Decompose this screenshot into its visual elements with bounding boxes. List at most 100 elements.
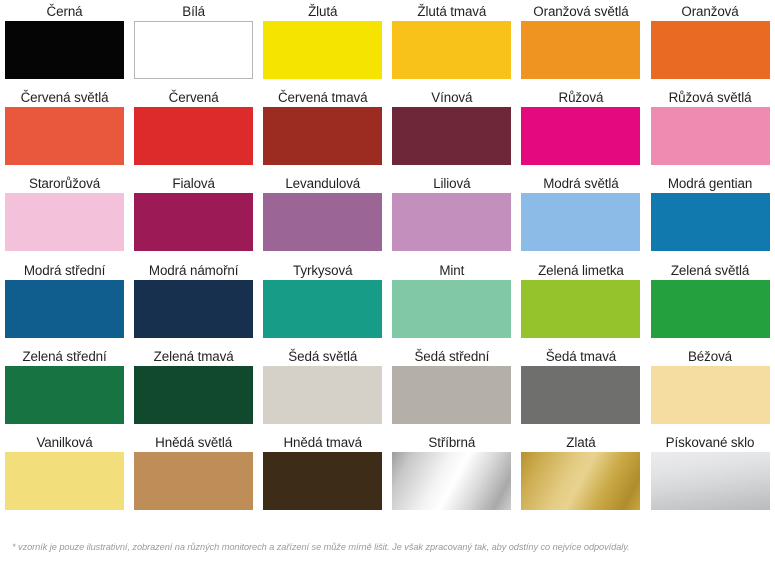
swatch-cell[interactable]: Oranžová xyxy=(645,3,774,89)
swatch-cell[interactable]: Žlutá xyxy=(258,3,387,89)
swatch-color-chip[interactable] xyxy=(392,107,512,166)
swatch-label: Levandulová xyxy=(285,176,361,192)
swatch-color-chip[interactable] xyxy=(134,451,254,510)
swatch-color-chip[interactable] xyxy=(521,193,641,252)
swatch-color-chip[interactable] xyxy=(521,21,641,79)
swatch-color-chip[interactable] xyxy=(650,365,770,424)
swatch-color-chip[interactable] xyxy=(5,21,125,79)
swatch-color-chip[interactable] xyxy=(5,193,125,252)
swatch-color-chip[interactable] xyxy=(134,193,254,252)
swatch-color-chip[interactable] xyxy=(134,107,254,166)
swatch-label: Tyrkysová xyxy=(293,262,353,278)
swatch-cell[interactable]: Starorůžová xyxy=(0,175,129,261)
swatch-color-chip[interactable] xyxy=(521,365,641,424)
swatch-cell[interactable]: Červená světlá xyxy=(0,89,129,175)
swatch-cell[interactable]: Zlatá xyxy=(516,434,645,520)
swatch-cell[interactable]: Červená xyxy=(129,89,258,175)
footnote-disclaimer: * vzorník je pouze ilustrativní, zobraze… xyxy=(12,542,630,552)
swatch-cell[interactable]: Žlutá tmavá xyxy=(387,3,516,89)
swatch-cell[interactable]: Fialová xyxy=(129,175,258,261)
swatch-color-chip[interactable] xyxy=(650,451,770,510)
swatch-color-chip[interactable] xyxy=(521,107,641,166)
swatch-cell[interactable]: Červená tmavá xyxy=(258,89,387,175)
swatch-label: Fialová xyxy=(172,176,215,192)
swatch-color-chip[interactable] xyxy=(263,365,383,424)
swatch-color-chip[interactable] xyxy=(5,365,125,424)
swatch-cell[interactable]: Modrá námořní xyxy=(129,262,258,348)
swatch-color-chip[interactable] xyxy=(392,193,512,252)
swatch-cell[interactable]: Růžová xyxy=(516,89,645,175)
swatch-label: Žlutá tmavá xyxy=(417,4,487,19)
swatch-color-chip[interactable] xyxy=(263,451,383,510)
swatch-color-chip[interactable] xyxy=(5,451,125,510)
swatch-label: Červená xyxy=(168,90,219,106)
swatch-label: Oranžová xyxy=(681,4,739,19)
swatch-color-chip[interactable] xyxy=(134,21,254,79)
swatch-cell[interactable]: Vínová xyxy=(387,89,516,175)
swatch-label: Bílá xyxy=(182,4,205,19)
swatch-cell[interactable]: Šedá světlá xyxy=(258,348,387,434)
swatch-label: Zelená střední xyxy=(22,348,107,364)
swatch-color-chip[interactable] xyxy=(392,365,512,424)
swatch-label: Modrá námořní xyxy=(148,262,239,278)
swatch-cell[interactable]: Béžová xyxy=(645,348,774,434)
swatch-label: Béžová xyxy=(687,348,733,364)
swatch-color-chip[interactable] xyxy=(5,107,125,166)
swatch-color-chip[interactable] xyxy=(521,451,641,510)
swatch-label: Starorůžová xyxy=(28,176,101,192)
swatch-label: Růžová světlá xyxy=(668,90,752,106)
swatch-color-chip[interactable] xyxy=(263,107,383,166)
swatch-color-chip[interactable] xyxy=(263,21,383,79)
swatch-label: Modrá střední xyxy=(23,262,106,278)
swatch-cell[interactable]: Mint xyxy=(387,262,516,348)
swatch-grid: Černá Bílá Žlutá Žlutá tmavá Oranžová světlá… xyxy=(0,3,774,520)
swatch-label: Červená světlá xyxy=(20,90,109,106)
swatch-color-chip[interactable] xyxy=(134,279,254,338)
swatch-color-chip[interactable] xyxy=(263,193,383,252)
swatch-cell[interactable]: Modrá střední xyxy=(0,262,129,348)
swatch-cell[interactable]: Modrá gentian xyxy=(645,175,774,261)
swatch-cell[interactable]: Modrá světlá xyxy=(516,175,645,261)
swatch-color-chip[interactable] xyxy=(134,365,254,424)
swatch-color-chip[interactable] xyxy=(650,279,770,338)
swatch-cell[interactable]: Zelená střední xyxy=(0,348,129,434)
swatch-label: Zelená limetka xyxy=(538,262,624,278)
swatch-color-chip[interactable] xyxy=(5,279,125,338)
swatch-color-chip[interactable] xyxy=(263,279,383,338)
swatch-cell[interactable]: Bílá xyxy=(129,3,258,89)
swatch-color-chip[interactable] xyxy=(521,279,641,338)
swatch-label: Žlutá xyxy=(308,4,338,19)
swatch-color-chip[interactable] xyxy=(392,279,512,338)
swatch-cell[interactable]: Zelená tmavá xyxy=(129,348,258,434)
swatch-cell[interactable]: Hnědá světlá xyxy=(129,434,258,520)
swatch-label: Hnědá tmavá xyxy=(283,434,362,450)
swatch-cell[interactable]: Šedá tmavá xyxy=(516,348,645,434)
swatch-cell[interactable]: Tyrkysová xyxy=(258,262,387,348)
swatch-color-chip[interactable] xyxy=(650,107,770,166)
swatch-label: Šedá tmavá xyxy=(545,348,617,364)
swatch-label: Pískované sklo xyxy=(665,434,755,450)
swatch-cell[interactable]: Pískované sklo xyxy=(645,434,774,520)
swatch-cell[interactable]: Levandulová xyxy=(258,175,387,261)
swatch-cell[interactable]: Stříbrná xyxy=(387,434,516,520)
swatch-cell[interactable]: Liliová xyxy=(387,175,516,261)
swatch-cell[interactable]: Černá xyxy=(0,3,129,89)
swatch-label: Stříbrná xyxy=(428,434,476,450)
swatch-cell[interactable]: Růžová světlá xyxy=(645,89,774,175)
swatch-cell[interactable]: Oranžová světlá xyxy=(516,3,645,89)
swatch-cell[interactable]: Vanilková xyxy=(0,434,129,520)
swatch-color-chip[interactable] xyxy=(392,451,512,510)
swatch-color-chip[interactable] xyxy=(650,193,770,252)
swatch-cell[interactable]: Zelená světlá xyxy=(645,262,774,348)
swatch-label: Červená tmavá xyxy=(277,90,368,106)
swatch-cell[interactable]: Zelená limetka xyxy=(516,262,645,348)
swatch-color-chip[interactable] xyxy=(392,21,512,79)
swatch-cell[interactable]: Hnědá tmavá xyxy=(258,434,387,520)
swatch-label: Růžová xyxy=(558,90,604,106)
swatch-label: Zelená tmavá xyxy=(153,348,234,364)
swatch-color-chip[interactable] xyxy=(650,21,770,79)
swatch-label: Zlatá xyxy=(566,434,596,450)
swatch-cell[interactable]: Šedá střední xyxy=(387,348,516,434)
swatch-label: Liliová xyxy=(433,176,471,192)
